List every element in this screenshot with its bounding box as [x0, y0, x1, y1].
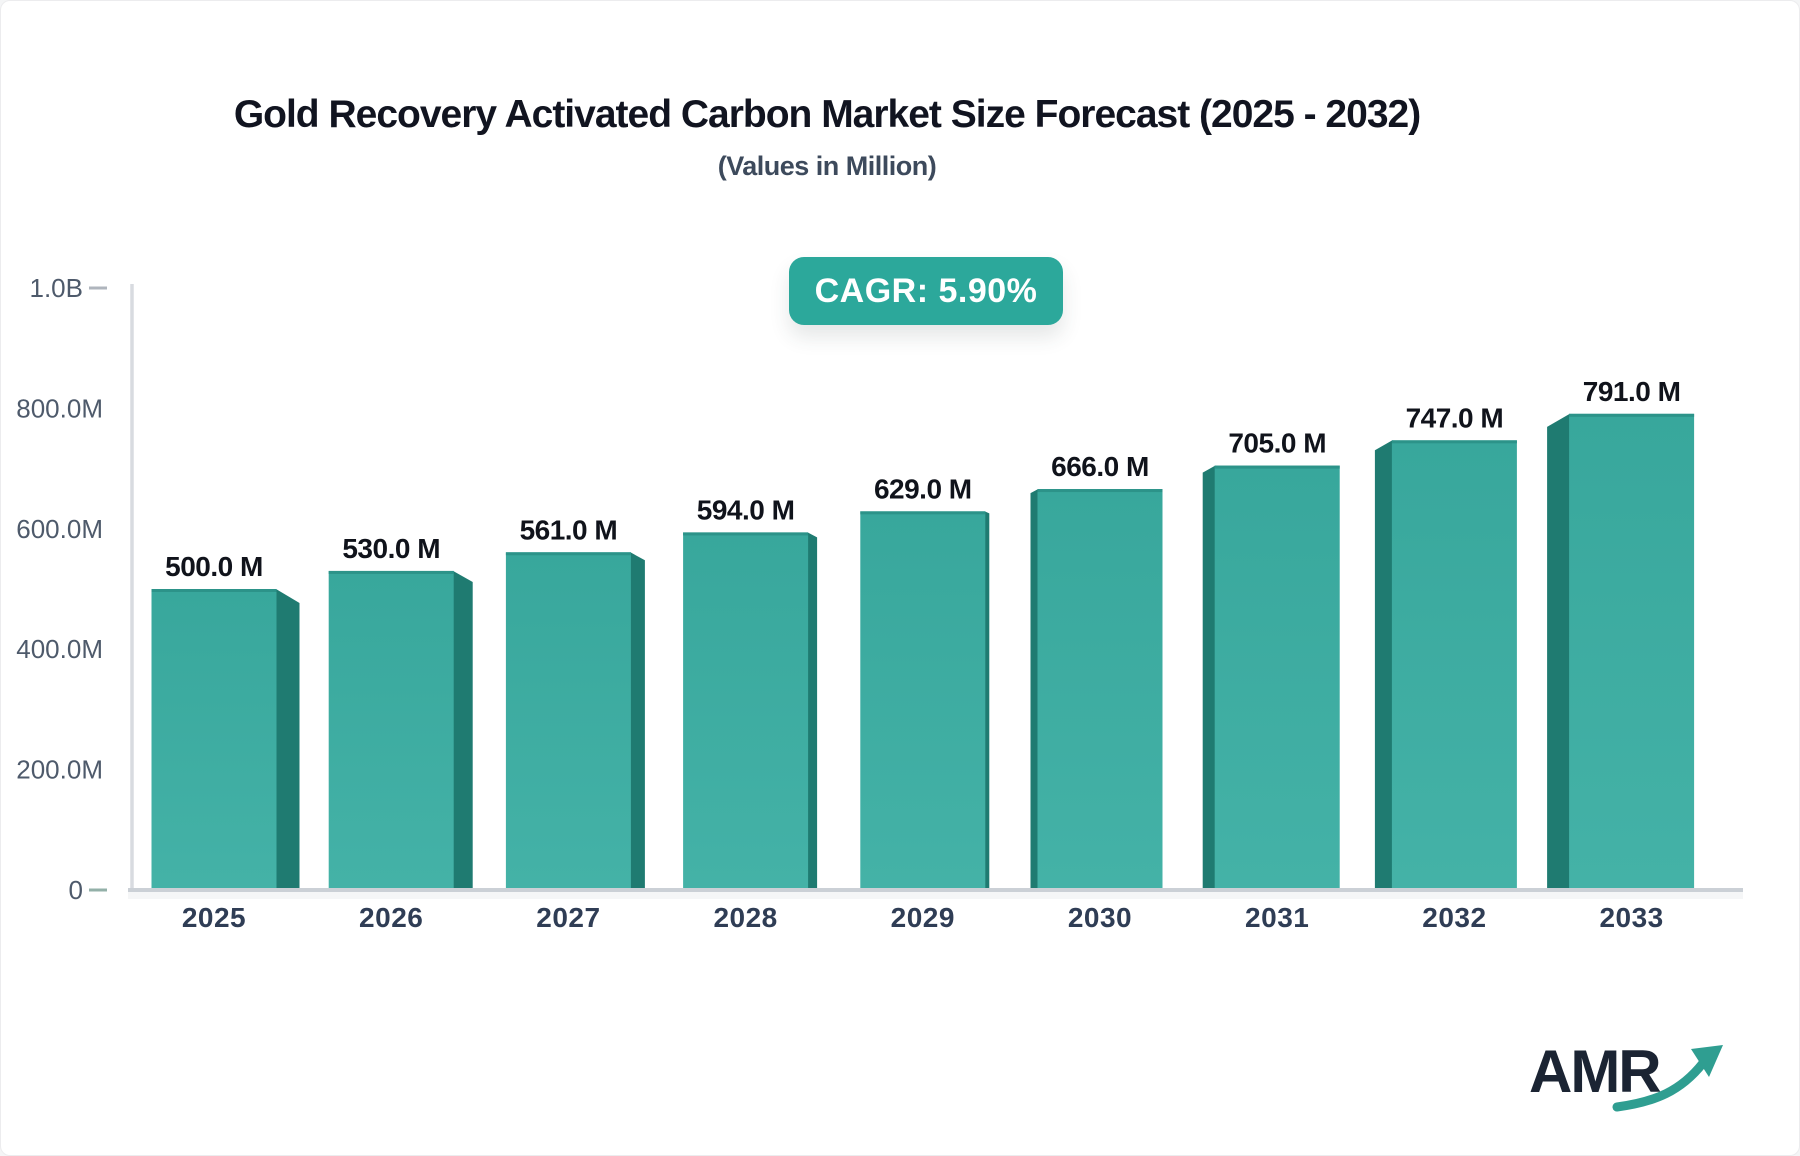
bar-top-edge-2028 [683, 532, 809, 536]
bar-2025[interactable] [151, 589, 277, 888]
x-axis-shadow [128, 892, 1743, 899]
bar-top-edge-2030 [1037, 489, 1163, 493]
amr-logo: AMR [1525, 1033, 1755, 1125]
bar-2030[interactable] [1037, 489, 1163, 888]
x-axis-label-2033: 2033 [1599, 902, 1663, 933]
x-axis-label-2026: 2026 [359, 902, 423, 933]
bar-group-2031: 705.0 M 2031 [1202, 428, 1340, 933]
bar-2028[interactable] [683, 532, 809, 888]
bar-2026[interactable] [328, 570, 454, 888]
bar-group-2030: 666.0 M 2030 [1030, 451, 1163, 933]
y-tick-label-1.0B: 1.0B [30, 273, 84, 303]
bar-side-face-2033 [1547, 413, 1570, 888]
chart-header: Gold Recovery Activated Carbon Market Si… [1, 93, 1653, 182]
bar-top-edge-2031 [1214, 465, 1340, 469]
x-axis-label-2027: 2027 [536, 902, 600, 933]
bar-top-edge-2033 [1569, 413, 1695, 417]
chart-subtitle: (Values in Million) [717, 151, 937, 181]
bar-value-label-2028: 594.0 M [697, 494, 795, 525]
bar-2029[interactable] [860, 511, 986, 888]
bar-group-2029: 629.0 M 2029 [860, 473, 990, 933]
bar-2031[interactable] [1214, 465, 1340, 888]
bar-value-label-2026: 530.0 M [342, 533, 440, 564]
bar-side-face-2028 [807, 532, 818, 888]
cagr-badge: CAGR: 5.90% [789, 257, 1063, 325]
x-axis-label-2028: 2028 [713, 902, 777, 933]
x-axis-label-2030: 2030 [1068, 902, 1132, 933]
bar-value-label-2029: 629.0 M [874, 473, 972, 504]
y-tick-label-400.0M: 400.0M [16, 634, 103, 664]
bar-value-label-2032: 747.0 M [1406, 402, 1504, 433]
logo-growth-arrow-icon [1612, 1045, 1723, 1112]
bar-group-2025: 500.0 M 2025 [151, 551, 300, 933]
bar-top-edge-2025 [151, 589, 277, 592]
bar-side-face-2027 [630, 552, 645, 888]
bar-side-face-2031 [1202, 465, 1216, 888]
bar-group-2032: 747.0 M 2032 [1374, 402, 1517, 933]
y-tick-label-200.0M: 200.0M [16, 755, 103, 785]
x-axis-label-2031: 2031 [1245, 902, 1309, 933]
bar-side-face-2032 [1374, 440, 1393, 888]
bar-side-face-2026 [453, 570, 473, 888]
bar-side-face-2025 [276, 589, 300, 888]
x-axis-label-2032: 2032 [1422, 902, 1486, 933]
y-tick-label-0: 0 [69, 875, 83, 905]
y-tick-label-600.0M: 600.0M [16, 514, 103, 544]
amr-logo-text: AMR [1529, 1038, 1662, 1105]
bar-value-label-2030: 666.0 M [1051, 451, 1149, 482]
bar-group-2026: 530.0 M 2026 [328, 533, 473, 933]
bar-top-edge-2029 [860, 511, 986, 515]
y-tick-label-800.0M: 800.0M [16, 393, 103, 423]
bar-value-label-2027: 561.0 M [520, 514, 618, 545]
bar-2033[interactable] [1569, 413, 1695, 888]
bar-top-edge-2026 [328, 570, 454, 574]
bar-group-2033: 791.0 M 2033 [1547, 376, 1695, 933]
x-axis-label-2025: 2025 [182, 902, 246, 933]
bar-2027[interactable] [505, 552, 631, 888]
bar-group-2028: 594.0 M 2028 [683, 494, 818, 933]
bar-value-label-2031: 705.0 M [1228, 428, 1326, 459]
x-axis-label-2029: 2029 [891, 902, 955, 933]
bar-top-edge-2032 [1391, 440, 1517, 444]
chart-title: Gold Recovery Activated Carbon Market Si… [233, 93, 1421, 136]
bar-side-face-2030 [1030, 489, 1038, 888]
bar-group-2027: 561.0 M 2027 [505, 514, 645, 933]
bar-value-label-2025: 500.0 M [165, 551, 263, 582]
bar-top-edge-2027 [505, 552, 631, 556]
bar-value-label-2033: 791.0 M [1583, 376, 1681, 407]
bar-side-face-2029 [984, 511, 990, 888]
bar-2032[interactable] [1391, 440, 1517, 888]
